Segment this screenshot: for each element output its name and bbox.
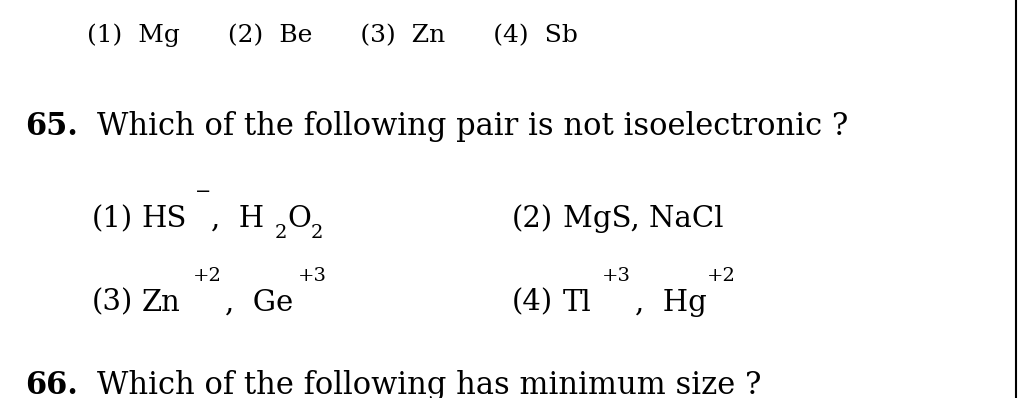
Text: +2: +2 [707, 267, 735, 285]
Text: (1)  Mg      (2)  Be      (3)  Zn      (4)  Sb: (1) Mg (2) Be (3) Zn (4) Sb [87, 24, 578, 47]
Text: (2): (2) [512, 205, 553, 233]
Text: Tl: Tl [563, 289, 592, 316]
Text: Zn: Zn [141, 289, 180, 316]
Text: MgS, NaCl: MgS, NaCl [563, 205, 724, 233]
Text: 2: 2 [310, 224, 323, 242]
Text: (3): (3) [92, 289, 133, 316]
Text: Which of the following pair is not isoelectronic ?: Which of the following pair is not isoel… [97, 111, 849, 142]
Text: 2: 2 [274, 224, 287, 242]
Text: ,  Ge: , Ge [225, 289, 294, 316]
Text: O: O [288, 205, 311, 233]
Text: 65.: 65. [26, 111, 79, 142]
Text: ,  Hg: , Hg [635, 289, 707, 316]
Text: −: − [195, 183, 211, 201]
Text: (1): (1) [92, 205, 133, 233]
Text: Which of the following has minimum size ?: Which of the following has minimum size … [97, 370, 762, 398]
Text: ,  H: , H [211, 205, 264, 233]
Text: +2: +2 [193, 267, 221, 285]
Text: 66.: 66. [26, 370, 79, 398]
Text: +3: +3 [602, 267, 631, 285]
Text: HS: HS [141, 205, 186, 233]
Text: (4): (4) [512, 289, 553, 316]
Text: +3: +3 [298, 267, 327, 285]
